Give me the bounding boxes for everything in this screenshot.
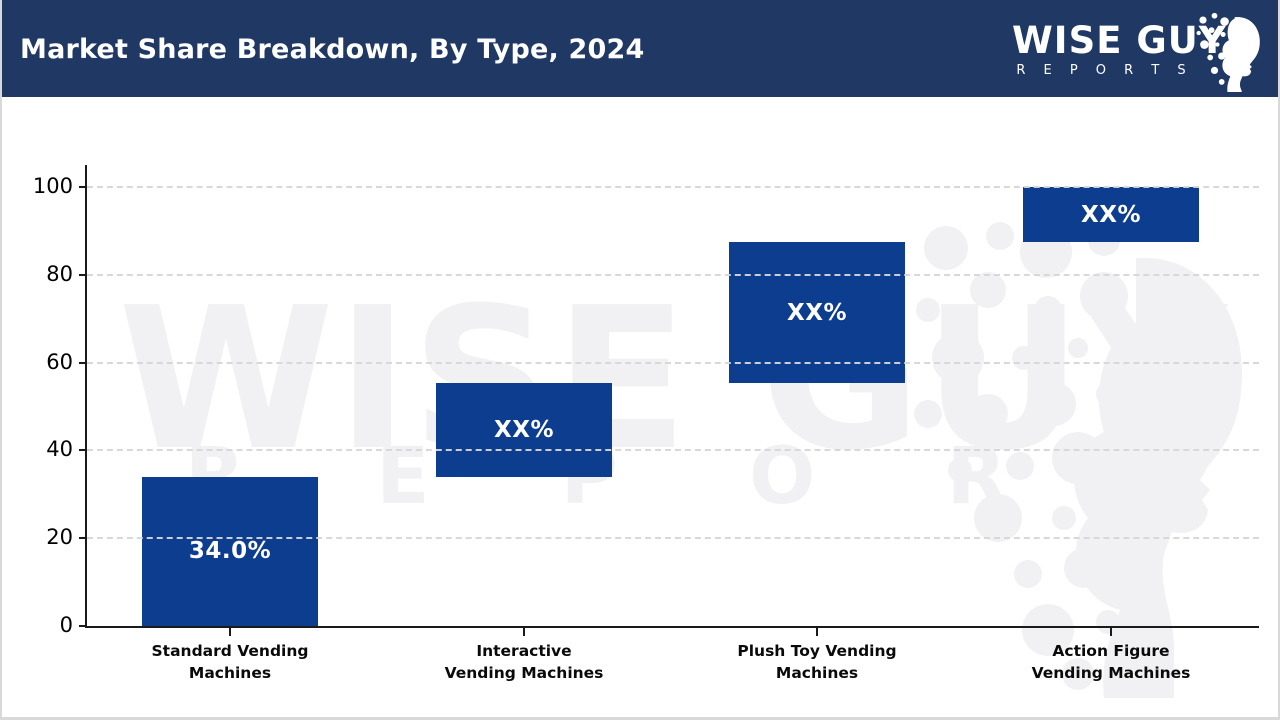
y-axis [85, 165, 87, 628]
x-axis-tick [523, 628, 525, 636]
y-tick-label: 80 [46, 261, 73, 286]
bar-segment: XX% [729, 242, 905, 383]
bar-value-label: XX% [786, 299, 847, 326]
y-axis-tick [79, 625, 87, 627]
x-category-label: Standard Vending Machines [151, 642, 309, 682]
x-axis-tick [229, 628, 231, 636]
x-category-label: Interactive Vending Machines [444, 642, 604, 682]
y-axis-tick [79, 273, 87, 276]
header-bar: Market Share Breakdown, By Type, 2024 WI… [0, 0, 1280, 97]
bar-value-label: XX% [493, 416, 554, 443]
y-axis-tick [79, 361, 87, 364]
y-axis-tick [79, 449, 87, 452]
x-axis-tick [1110, 628, 1112, 636]
bar-segment: XX% [1023, 187, 1199, 243]
bar-value-label: XX% [1080, 201, 1141, 228]
brand-logo-text: WISE GUY R E P O R T S [1012, 19, 1227, 78]
brand-tagline: R E P O R T S [1016, 63, 1193, 78]
brand-face-icon [1196, 12, 1260, 92]
gridline [87, 186, 1259, 188]
gridline [87, 537, 1259, 540]
x-category-label: Plush Toy Vending Machines [737, 642, 897, 682]
x-category-label: Action Figure Vending Machines [1031, 642, 1191, 682]
y-tick-label: 40 [46, 437, 73, 462]
y-axis-tick [79, 537, 87, 540]
bar-value-label: 34.0% [188, 538, 272, 565]
y-tick-label: 100 [32, 174, 73, 198]
brand-logo: WISE GUY R E P O R T S [1012, 8, 1262, 92]
chart-title: Market Share Breakdown, By Type, 2024 [20, 34, 645, 65]
gridline [87, 273, 1259, 276]
y-tick-label: 60 [46, 349, 73, 374]
x-axis [85, 626, 1259, 628]
gridline [87, 361, 1259, 364]
y-tick-label: 0 [59, 613, 73, 637]
brand-name: WISE GUY [1012, 19, 1227, 62]
x-axis-tick [816, 628, 818, 636]
y-axis-tick [79, 186, 87, 188]
bar-segment: XX% [436, 382, 612, 477]
bar-segment: 34.0% [142, 476, 318, 626]
gridline [87, 449, 1259, 452]
y-tick-label: 20 [46, 525, 73, 550]
